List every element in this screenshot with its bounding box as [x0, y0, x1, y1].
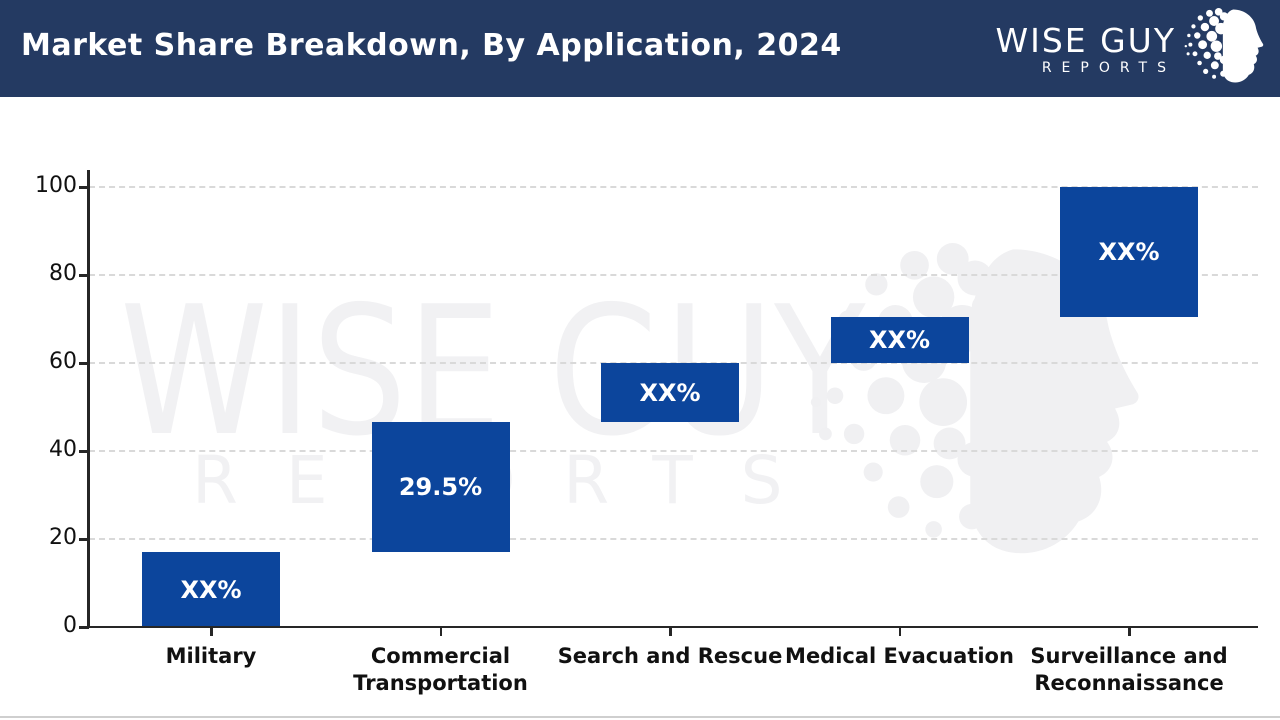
category-label: Surveillance and Reconnaissance: [1030, 644, 1228, 696]
gridline: [89, 450, 1258, 452]
bar-value-label: XX%: [180, 575, 242, 604]
x-axis-tick: [898, 628, 901, 636]
bar: 29.5%: [371, 422, 510, 553]
gridline: [89, 538, 1258, 540]
bar: XX%: [1060, 187, 1198, 317]
logo-subtext: REPORTS: [1041, 60, 1176, 76]
x-axis-tick: [1128, 628, 1131, 636]
y-axis-tick: [79, 186, 89, 189]
y-tick-label: 40: [49, 437, 77, 462]
y-axis-tick: [79, 362, 89, 365]
bar-value-label: XX%: [868, 325, 931, 354]
gridline: [89, 186, 1258, 188]
y-tick-label: 60: [49, 349, 77, 374]
bottom-divider: [0, 716, 1280, 718]
category-label: Search and Rescue: [557, 644, 783, 668]
x-axis-tick: [210, 628, 213, 636]
wiseguy-logo: WISE GUY REPORTS: [995, 8, 1280, 92]
gridline: [89, 274, 1258, 276]
y-axis-tick: [79, 450, 89, 453]
category-label: Commercial Transportation: [353, 644, 528, 696]
bar: XX%: [601, 363, 739, 423]
logo-wordmark: WISE GUY: [995, 21, 1176, 60]
y-axis-tick: [79, 538, 89, 541]
y-axis-tick: [79, 274, 89, 277]
bar: XX%: [830, 316, 969, 363]
category-label: Medical Evacuation: [785, 644, 1014, 668]
x-axis-line: [87, 625, 1258, 628]
bar-value-label: XX%: [1098, 237, 1160, 266]
x-axis-tick: [669, 628, 672, 636]
y-axis-line: [87, 170, 90, 628]
page-title: Market Share Breakdown, By Application, …: [21, 28, 842, 63]
y-tick-label: 0: [63, 613, 77, 638]
bar-value-label: XX%: [639, 378, 701, 407]
category-label: Military: [165, 644, 257, 668]
y-tick-label: 20: [49, 525, 77, 550]
y-axis-tick: [79, 626, 89, 629]
y-tick-label: 80: [49, 261, 77, 286]
x-axis-tick: [439, 628, 442, 636]
bar-value-label: 29.5%: [398, 473, 483, 502]
header: Market Share Breakdown, By Application, …: [0, 0, 1280, 97]
y-tick-label: 100: [35, 173, 77, 198]
logo-text: WISE GUY REPORTS: [995, 24, 1176, 75]
bar: XX%: [142, 552, 280, 627]
